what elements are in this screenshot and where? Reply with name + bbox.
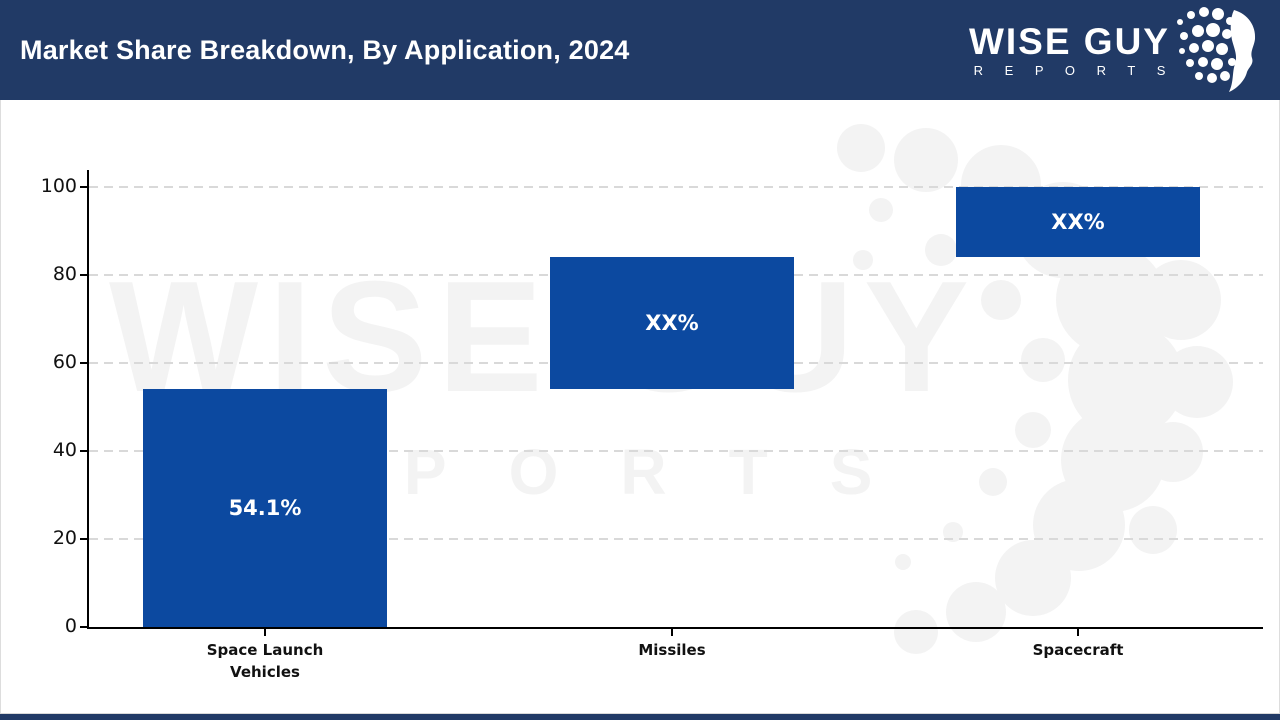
bar-missiles: XX% [550,256,794,389]
category-label: Space Launch Vehicles [105,640,425,684]
y-axis-tick-label: 60 [52,351,77,373]
x-axis-tick-mark [264,629,266,636]
plot-area: WISE GUY REPORTS 0 20 40 60 80 100 54.1% Space … [0,100,1280,714]
y-axis-tick-label: 100 [40,175,77,197]
logo-subtitle: R E P O R T S [973,63,1175,78]
gridline-40 [89,450,1263,452]
bar-spacecraft: XX% [956,187,1200,257]
y-axis-tick-mark [80,450,89,452]
y-axis-tick-mark [80,186,89,188]
x-axis-tick-mark [671,629,673,636]
bottom-hairline [0,713,1280,714]
category-label-line: Space Launch [206,641,324,659]
category-label-line: Vehicles [230,662,300,681]
logo-text: WISE GUY R E P O R T S [969,23,1170,77]
bar-space-launch-vehicles: 54.1% [143,388,387,627]
bar-value-label: XX% [645,310,699,335]
category-label: Spacecraft [918,640,1238,662]
chart-title: Market Share Breakdown, By Application, … [20,34,630,65]
y-axis-tick-label: 80 [52,263,77,285]
gridline-100 [89,186,1263,188]
wise-guy-reports-logo: WISE GUY R E P O R T S [969,6,1258,94]
bar-value-label: XX% [1051,209,1105,234]
header: Market Share Breakdown, By Application, … [0,0,1280,100]
y-axis-tick-label: 40 [52,439,77,461]
x-axis-line [87,627,1263,629]
y-axis-tick-label: 0 [64,615,77,637]
y-axis-tick-mark [80,362,89,364]
y-axis-line [87,170,89,629]
y-axis-tick-label: 20 [52,527,77,549]
gridline-20 [89,538,1263,540]
footer-bar [0,714,1280,720]
category-label: Missiles [512,640,832,662]
logo-wordmark: WISE GUY [968,21,1170,62]
dotted-face-icon [1177,7,1256,92]
category-label-line: Spacecraft [1032,641,1124,659]
bar-value-label: 54.1% [228,495,302,520]
y-axis-tick-mark [80,626,89,628]
x-axis-tick-mark [1077,629,1079,636]
category-label-line: Missiles [638,641,706,659]
y-axis-tick-mark [80,274,89,276]
y-axis-tick-mark [80,538,89,540]
